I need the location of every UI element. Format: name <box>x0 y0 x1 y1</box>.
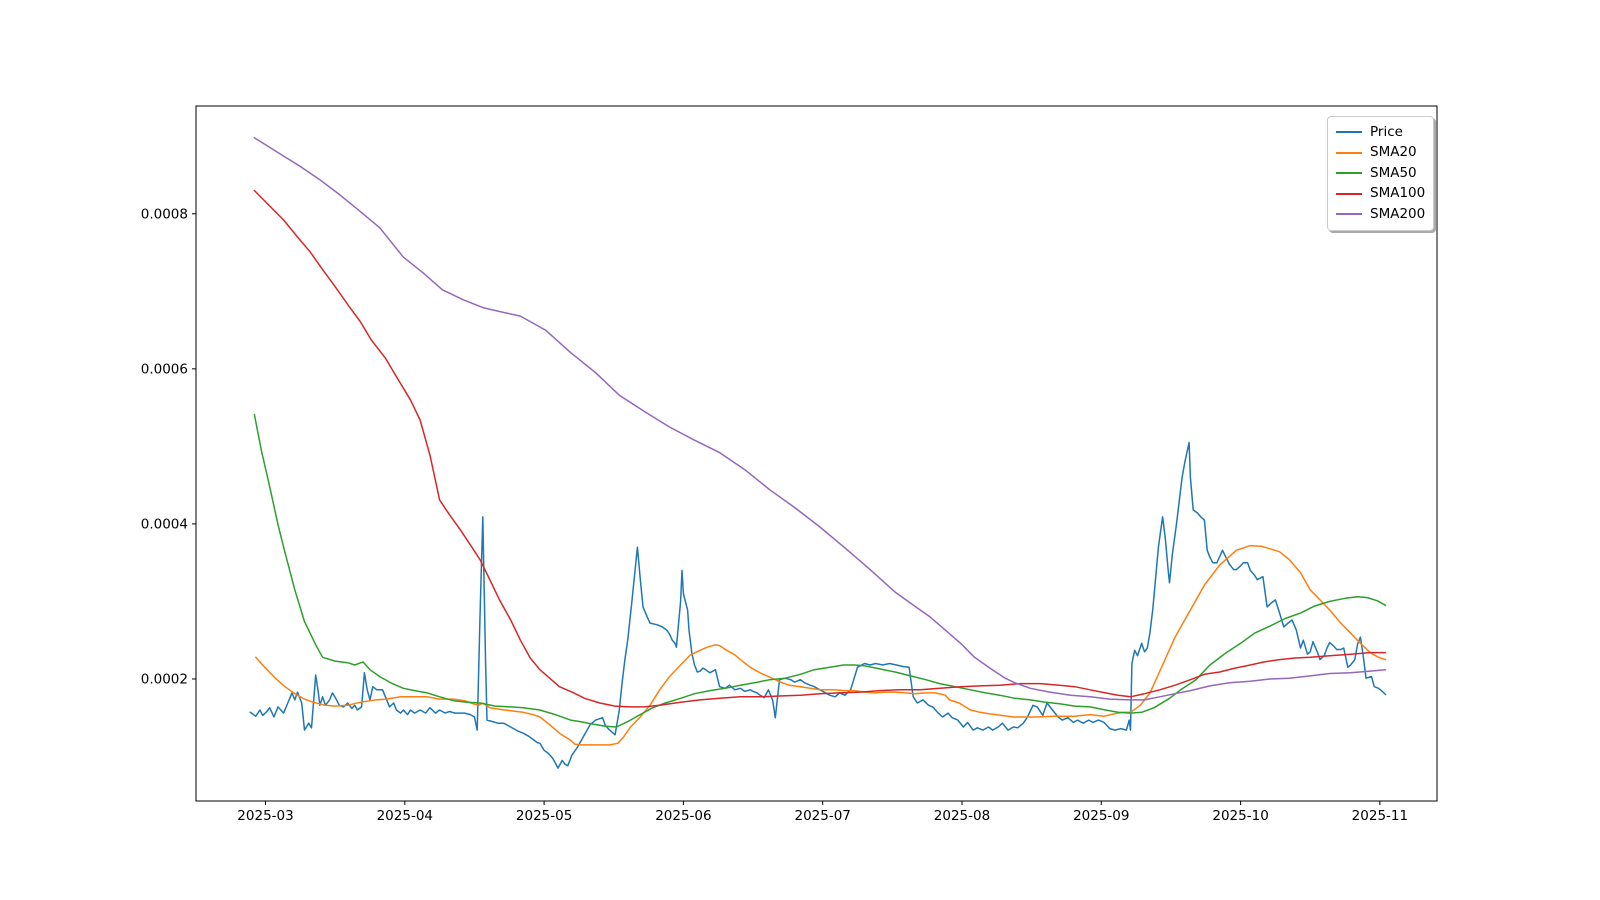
legend-item-price: Price <box>1336 122 1425 143</box>
legend-label-sma50: SMA50 <box>1370 164 1417 181</box>
legend-line-sample-sma200 <box>1336 213 1362 216</box>
x-tick-label: 2025-07 <box>794 808 850 824</box>
series-line-sma20 <box>255 544 1387 746</box>
series-line-sma200 <box>253 137 1387 701</box>
legend-label-sma20: SMA20 <box>1370 144 1417 160</box>
y-tick-label: 0.0008 <box>141 206 188 222</box>
legend-label-sma200: SMA200 <box>1370 205 1426 222</box>
legend-item-sma20: SMA20 <box>1336 143 1425 164</box>
x-tick-label: 2025-09 <box>1073 808 1129 824</box>
x-tick-label: 2025-03 <box>237 808 293 824</box>
y-tick-label: 0.0002 <box>141 671 188 687</box>
x-tick-label: 2025-05 <box>516 808 572 824</box>
legend-line-sample-sma100 <box>1336 192 1362 195</box>
plot-frame <box>195 105 1438 802</box>
x-tick-label: 2025-10 <box>1212 808 1268 824</box>
series-group <box>249 137 1387 769</box>
x-tick-label: 2025-11 <box>1352 808 1408 824</box>
series-line-sma50 <box>253 413 1387 728</box>
y-tick-label: 0.0004 <box>141 516 188 532</box>
x-tick-label: 2025-04 <box>377 808 433 824</box>
legend-item-sma100: SMA100 <box>1336 184 1425 205</box>
legend-item-sma50: SMA50 <box>1336 163 1425 184</box>
x-tick-label: 2025-08 <box>934 808 990 824</box>
legend: Price SMA20 SMA50 SMA100 SMA200 <box>1327 116 1435 231</box>
x-tick-label: 2025-06 <box>655 808 711 824</box>
legend-line-sample-price <box>1336 131 1362 134</box>
legend-label-sma100: SMA100 <box>1370 185 1426 201</box>
series-line-sma100 <box>253 189 1387 708</box>
legend-line-sample-sma20 <box>1336 151 1362 154</box>
y-tick-label: 0.0006 <box>141 361 188 377</box>
legend-item-sma200: SMA200 <box>1336 204 1425 225</box>
legend-line-sample-sma50 <box>1336 172 1362 175</box>
series-line-price <box>249 441 1387 769</box>
legend-label-price: Price <box>1370 123 1403 140</box>
